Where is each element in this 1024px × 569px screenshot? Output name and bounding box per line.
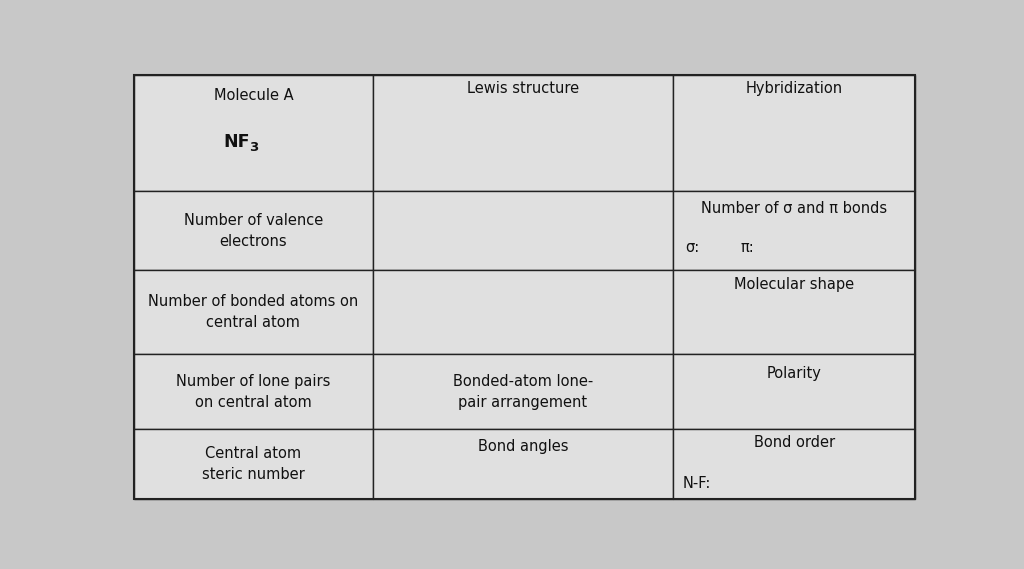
Text: σ:: σ: bbox=[685, 240, 699, 255]
Text: Molecular shape: Molecular shape bbox=[734, 278, 854, 292]
Text: Molecule A: Molecule A bbox=[214, 88, 293, 104]
Text: Central atom
steric number: Central atom steric number bbox=[202, 446, 305, 481]
Text: Bond order: Bond order bbox=[754, 435, 835, 450]
Bar bbox=[373, 191, 673, 270]
Text: 3: 3 bbox=[250, 141, 259, 154]
Text: π:: π: bbox=[740, 240, 755, 255]
Text: Bonded-atom lone-
pair arrangement: Bonded-atom lone- pair arrangement bbox=[453, 373, 593, 410]
Text: Hybridization: Hybridization bbox=[745, 81, 843, 96]
Bar bbox=[373, 428, 673, 498]
Bar bbox=[134, 75, 373, 191]
Text: Lewis structure: Lewis structure bbox=[467, 81, 579, 96]
Bar bbox=[134, 270, 373, 354]
Bar bbox=[673, 354, 915, 428]
Text: Number of valence
electrons: Number of valence electrons bbox=[184, 213, 323, 249]
Text: NF: NF bbox=[223, 133, 250, 151]
Bar bbox=[673, 428, 915, 498]
Text: N-F:: N-F: bbox=[683, 476, 711, 490]
Text: Number of bonded atoms on
central atom: Number of bonded atoms on central atom bbox=[148, 294, 358, 330]
Bar bbox=[373, 354, 673, 428]
Bar bbox=[673, 191, 915, 270]
Bar bbox=[134, 191, 373, 270]
Bar bbox=[673, 270, 915, 354]
Bar bbox=[373, 270, 673, 354]
Bar bbox=[134, 354, 373, 428]
Text: Polarity: Polarity bbox=[767, 365, 821, 381]
Text: Bond angles: Bond angles bbox=[477, 439, 568, 453]
Bar bbox=[134, 428, 373, 498]
Text: Number of σ and π bonds: Number of σ and π bonds bbox=[701, 201, 887, 216]
Bar bbox=[373, 75, 673, 191]
Bar bbox=[673, 75, 915, 191]
Text: Number of lone pairs
on central atom: Number of lone pairs on central atom bbox=[176, 373, 331, 410]
